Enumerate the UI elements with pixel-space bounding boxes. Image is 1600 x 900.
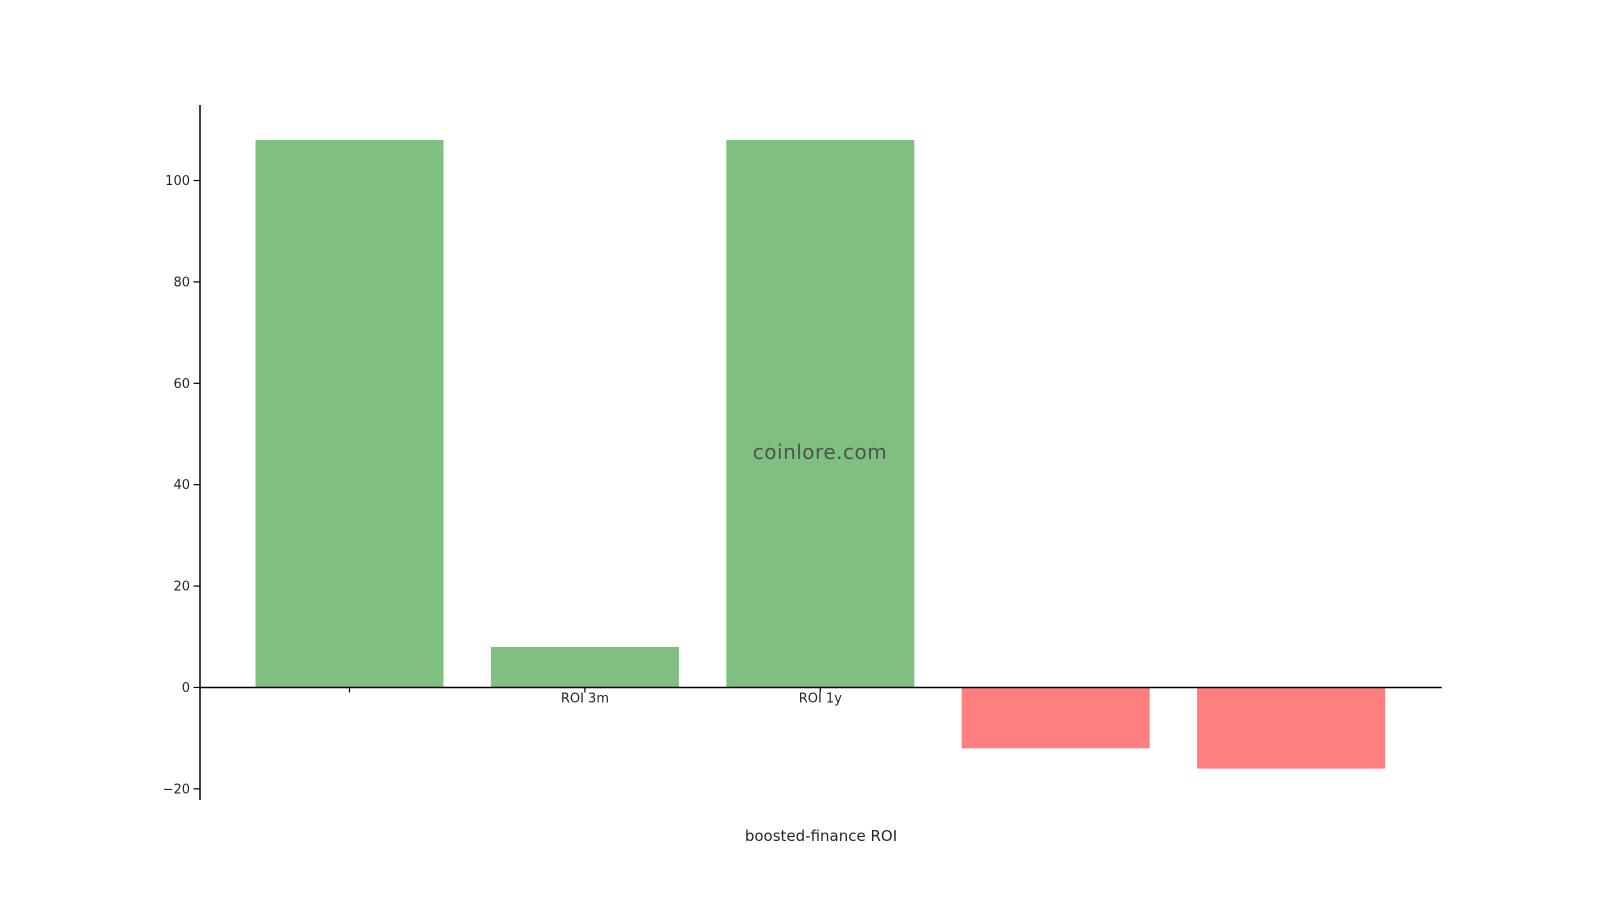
y-tick-label: 40 bbox=[173, 478, 190, 493]
bar-2 bbox=[726, 139, 915, 688]
y-tick-label: 0 bbox=[182, 681, 190, 696]
y-tick-label: 60 bbox=[173, 377, 190, 392]
bar-3 bbox=[961, 687, 1150, 749]
chart-title: boosted-finance ROI bbox=[744, 827, 898, 845]
x-tick-label-1: ROI 3m bbox=[561, 691, 609, 706]
y-tick-label: 100 bbox=[165, 174, 190, 189]
bar-1 bbox=[490, 646, 679, 688]
watermark-text: coinlore.com bbox=[752, 440, 888, 464]
y-tick-label: 80 bbox=[173, 275, 190, 290]
bar-4 bbox=[1197, 687, 1386, 769]
y-tick-label: −20 bbox=[163, 782, 190, 797]
x-tick-label-2: ROI 1y bbox=[799, 691, 843, 706]
y-tick-label: 20 bbox=[173, 580, 190, 595]
bar-0 bbox=[255, 139, 444, 688]
